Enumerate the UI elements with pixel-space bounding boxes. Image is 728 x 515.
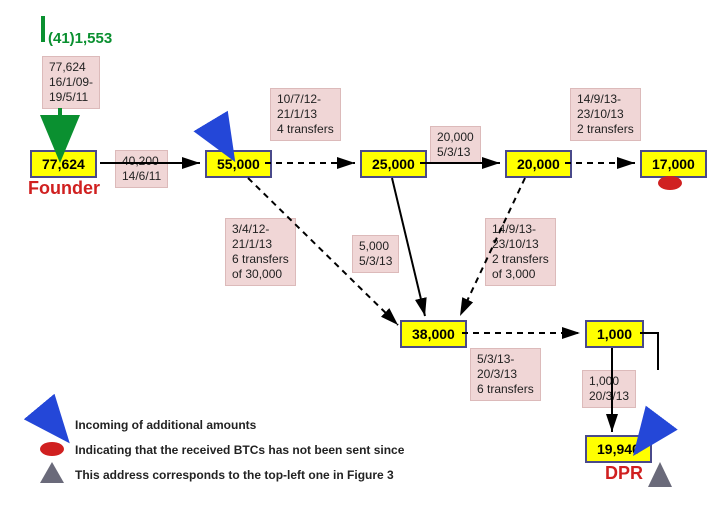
edgelabel-line: of 30,000: [232, 267, 282, 281]
edgelabel-line: 20,000: [437, 130, 474, 144]
edgelabel-line: 14/9/13-: [577, 92, 621, 106]
label-founder: Founder: [28, 178, 100, 199]
edgelabel-line: 21/1/13: [277, 107, 317, 121]
gray-triangle-icon: [648, 462, 672, 487]
edgelabel-line: 20/3/13: [589, 389, 629, 403]
node-founder: 77,624: [30, 150, 97, 178]
edgelabel-line: 5/3/13-: [477, 352, 514, 366]
edgelabel-55-to-25: 10/7/12- 21/1/13 4 transfers: [270, 88, 341, 141]
edgelabel-line: 4 transfers: [277, 122, 334, 136]
edgelabel-line: 77,624: [49, 60, 86, 74]
edgelabel-line: 2 transfers: [577, 122, 634, 136]
edgelabel-25-to-38: 5,000 5/3/13: [352, 235, 399, 273]
node-55000: 55,000: [205, 150, 272, 178]
label-dpr: DPR: [605, 463, 643, 484]
edgelabel-line: 1,000: [589, 374, 619, 388]
edgelabel-line: 2 transfers: [492, 252, 549, 266]
edgelabel-line: 21/1/13: [232, 237, 272, 251]
legend-line-2: Indicating that the received BTCs has no…: [75, 443, 404, 457]
node-20000: 20,000: [505, 150, 572, 178]
legend-line-1: Incoming of additional amounts: [75, 418, 256, 432]
edgelabel-line: 40,200: [122, 154, 159, 168]
edgelabel-line: 3/4/12-: [232, 222, 269, 236]
edgelabel-38-to-1: 5/3/13- 20/3/13 6 transfers: [470, 348, 541, 401]
edgelabel-line: 10/7/12-: [277, 92, 321, 106]
edgelabel-line: 5/3/13: [437, 145, 470, 159]
edgelabel-founder-in: 77,624 16/1/09- 19/5/11: [42, 56, 100, 109]
legend-gray-triangle-icon: [40, 462, 64, 483]
node-1000: 1,000: [585, 320, 644, 348]
edgelabel-20-to-38: 14/9/13- 23/10/13 2 transfers of 3,000: [485, 218, 556, 286]
edgelabel-1-to-dpr: 1,000 20/3/13: [582, 370, 636, 408]
edgelabel-20-to-17: 14/9/13- 23/10/13 2 transfers: [570, 88, 641, 141]
node-25000: 25,000: [360, 150, 427, 178]
edgelabel-line: of 3,000: [492, 267, 535, 281]
edgelabel-f-to-55: 40,200 14/6/11: [115, 150, 168, 188]
legend-blue-arrow-icon: [42, 410, 57, 428]
edgelabel-line: 6 transfers: [477, 382, 534, 396]
blue-arrow-icon: [213, 125, 225, 145]
edgelabel-line: 14/6/11: [122, 169, 161, 183]
green-label-incoming: (41)1,553: [48, 30, 112, 47]
edgelabel-25-to-20: 20,000 5/3/13: [430, 126, 481, 164]
legend-red-ellipse-icon: [40, 442, 64, 456]
edgelabel-line: 23/10/13: [492, 237, 539, 251]
node-38000: 38,000: [400, 320, 467, 348]
legend-line-3: This address corresponds to the top-left…: [75, 468, 394, 482]
edgelabel-line: 20/3/13: [477, 367, 517, 381]
red-ellipse-icon: [658, 176, 682, 190]
edgelabel-line: 6 transfers: [232, 252, 289, 266]
edgelabel-line: 5/3/13: [359, 254, 392, 268]
edgelabel-line: 14/9/13-: [492, 222, 536, 236]
edgelabel-line: 5,000: [359, 239, 389, 253]
node-dpr: 19,940: [585, 435, 652, 463]
node-17000: 17,000: [640, 150, 707, 178]
edgelabel-line: 16/1/09-: [49, 75, 93, 89]
edgelabel-line: 19/5/11: [49, 90, 88, 104]
edgelabel-55-to-38: 3/4/12- 21/1/13 6 transfers of 30,000: [225, 218, 296, 286]
edgelabel-line: 23/10/13: [577, 107, 624, 121]
